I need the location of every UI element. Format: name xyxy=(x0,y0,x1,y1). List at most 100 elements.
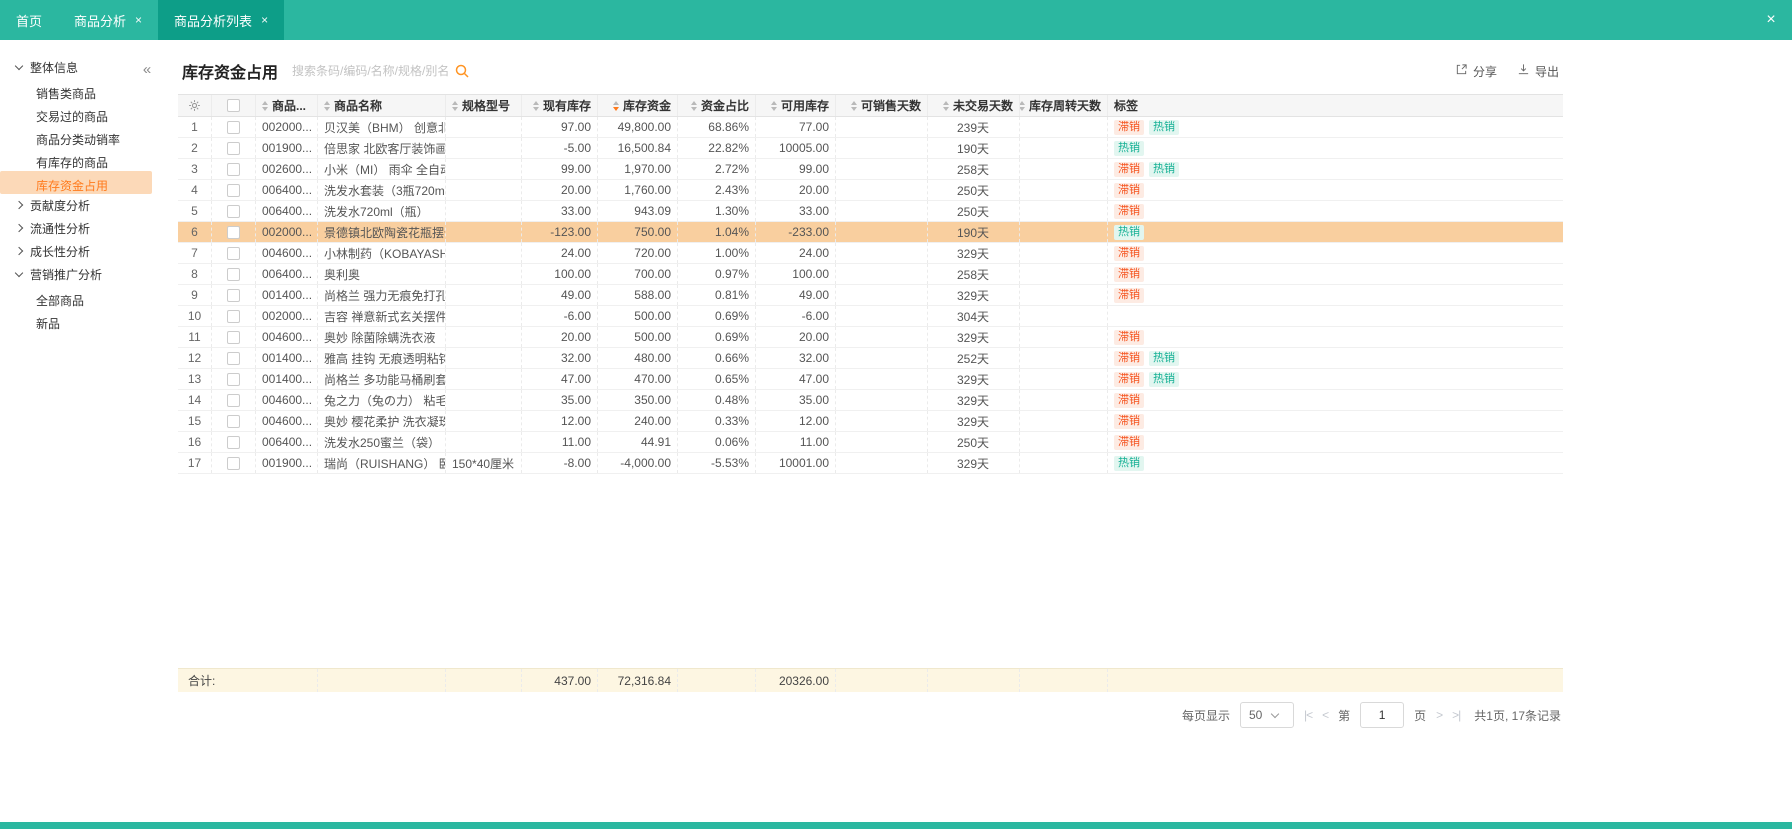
sidebar-item-库存资金占用[interactable]: 库存资金占用 xyxy=(0,171,152,194)
sort-icon[interactable] xyxy=(324,100,330,111)
sidebar-group-营销推广分析[interactable]: 营销推广分析 xyxy=(0,263,178,286)
untraded-days: 190天 xyxy=(928,138,1020,158)
tab-3[interactable]: 商品分析列表 × xyxy=(158,0,285,40)
bottom-strip xyxy=(0,822,1792,829)
page-input[interactable] xyxy=(1360,702,1405,728)
search-input[interactable] xyxy=(292,64,455,78)
share-button[interactable]: 分享 xyxy=(1455,63,1497,80)
close-all-icon[interactable]: × xyxy=(1766,11,1776,28)
table-row[interactable]: 16 006400... 洗发水250蜜兰（袋） 11.00 44.91 0.06% 11.… xyxy=(178,432,1563,453)
row-checkbox[interactable] xyxy=(227,225,240,239)
prev-page-button[interactable]: < xyxy=(1322,708,1329,722)
column-header[interactable]: 库存周转天数 xyxy=(1020,95,1108,116)
table-row[interactable]: 6 002000...景德镇北欧陶瓷花瓶摆件 优 -123.00750.001.04… xyxy=(178,222,1563,243)
column-header[interactable]: 可销售天数 xyxy=(836,95,928,116)
product-name: 尚格兰 多功能马桶刷套装 月 xyxy=(318,369,446,389)
row-checkbox[interactable] xyxy=(227,456,240,470)
next-page-button[interactable]: > xyxy=(1436,708,1443,722)
row-checkbox[interactable] xyxy=(227,267,240,281)
sidebar-item-销售类商品[interactable]: 销售类商品 xyxy=(0,79,152,102)
sidebar-group-流通性分析[interactable]: 流通性分析 xyxy=(0,217,178,240)
table-row[interactable]: 4006400...洗发水套装（3瓶720ml+1瓶20.001,760.002… xyxy=(178,180,1563,201)
tab-1[interactable]: 首页 xyxy=(0,0,58,40)
column-header[interactable]: 标签 xyxy=(1108,95,1563,116)
sort-icon[interactable] xyxy=(262,100,268,111)
column-header[interactable]: 资金占比 xyxy=(678,95,756,116)
table-row[interactable]: 2 001900...倍思家 北欧客厅装饰画卧室 -5.0016,500.8422.… xyxy=(178,138,1563,159)
column-header[interactable]: 库存资金 xyxy=(598,95,678,116)
row-checkbox[interactable] xyxy=(227,120,240,134)
row-checkbox[interactable] xyxy=(227,330,240,344)
column-header[interactable]: 可用库存 xyxy=(756,95,836,116)
sort-icon[interactable] xyxy=(1020,100,1025,111)
tab-close-icon[interactable]: × xyxy=(261,13,269,27)
sort-icon[interactable] xyxy=(452,100,458,111)
table-row[interactable]: 1 002000...贝汉美（BHM） 创意北欧陶瓷 97.0049,800.006… xyxy=(178,117,1563,138)
export-button[interactable]: 导出 xyxy=(1517,63,1559,80)
row-checkbox[interactable] xyxy=(227,372,240,386)
sort-icon[interactable] xyxy=(850,100,857,111)
sidebar-item-交易过的商品[interactable]: 交易过的商品 xyxy=(0,102,152,125)
row-checkbox[interactable] xyxy=(227,435,240,449)
table-row[interactable]: 17 001900...瑞尚（RUISHANG） 卧室装150*40厘米-8.00… xyxy=(178,453,1563,474)
table-row[interactable]: 11 004600... 奥妙 除菌除螨洗衣液 20.00 500.00 0.69% 20.… xyxy=(178,327,1563,348)
stock-qty: 99.00 xyxy=(522,159,598,179)
sidebar-collapse-button[interactable]: « xyxy=(136,58,158,80)
sort-icon[interactable] xyxy=(690,100,697,111)
tab-close-icon[interactable]: × xyxy=(135,13,143,27)
sort-icon[interactable] xyxy=(770,100,777,111)
sidebar-group-贡献度分析[interactable]: 贡献度分析 xyxy=(0,194,178,217)
sidebar-group-整体信息[interactable]: 整体信息 xyxy=(0,56,178,79)
product-spec xyxy=(446,306,522,326)
sellable-days xyxy=(836,390,928,410)
column-header[interactable]: 商品名称 xyxy=(318,95,446,116)
sidebar-item-新品[interactable]: 新品 xyxy=(0,309,152,332)
sort-icon[interactable] xyxy=(612,100,619,111)
sidebar-item-有库存的商品[interactable]: 有库存的商品 xyxy=(0,148,152,171)
sort-icon[interactable] xyxy=(942,100,949,111)
search-icon[interactable] xyxy=(454,63,470,79)
column-header[interactable]: 现有库存 xyxy=(522,95,598,116)
row-checkbox[interactable] xyxy=(227,246,240,260)
row-checkbox[interactable] xyxy=(227,162,240,176)
row-checkbox[interactable] xyxy=(227,183,240,197)
sort-icon[interactable] xyxy=(532,100,539,111)
sidebar-item-全部商品[interactable]: 全部商品 xyxy=(0,286,152,309)
row-checkbox[interactable] xyxy=(227,393,240,407)
row-checkbox[interactable] xyxy=(227,309,240,323)
sidebar-group-成长性分析[interactable]: 成长性分析 xyxy=(0,240,178,263)
column-header[interactable]: 规格型号 xyxy=(446,95,522,116)
sort-desc-arrow xyxy=(262,106,268,111)
page-size-select[interactable]: 50 xyxy=(1239,702,1294,728)
tab-2[interactable]: 商品分析 × xyxy=(58,0,158,40)
sidebar-item-商品分类动销率[interactable]: 商品分类动销率 xyxy=(0,125,152,148)
column-header[interactable]: 商品... xyxy=(256,95,318,116)
stock-fund: 350.00 xyxy=(598,390,678,410)
column-header[interactable]: 未交易天数 xyxy=(928,95,1020,116)
row-checkbox[interactable] xyxy=(227,414,240,428)
sidebar-group-label: 贡献度分析 xyxy=(30,199,91,213)
row-index: 10 xyxy=(178,306,212,326)
gear-icon[interactable] xyxy=(178,95,212,116)
topbar: 首页 商品分析 × 商品分析列表 × × xyxy=(0,0,1792,40)
table-row[interactable]: 8 006400... 奥利奥 100.00 700.00 0.97% 100.00 258天… xyxy=(178,264,1563,285)
last-page-button[interactable]: >| xyxy=(1452,708,1461,722)
select-all-checkbox[interactable] xyxy=(227,99,240,112)
row-checkbox[interactable] xyxy=(227,288,240,302)
row-checkbox[interactable] xyxy=(227,351,240,365)
table-row[interactable]: 5 006400... 洗发水720ml（瓶） 33.00 943.09 1.30% 33.… xyxy=(178,201,1563,222)
first-page-button[interactable]: |< xyxy=(1303,708,1313,722)
tags-cell: 滞销 xyxy=(1108,327,1563,347)
stock-qty: 33.00 xyxy=(522,201,598,221)
row-checkbox[interactable] xyxy=(227,141,240,155)
row-checkbox[interactable] xyxy=(227,204,240,218)
row-checkbox-cell xyxy=(212,369,256,389)
